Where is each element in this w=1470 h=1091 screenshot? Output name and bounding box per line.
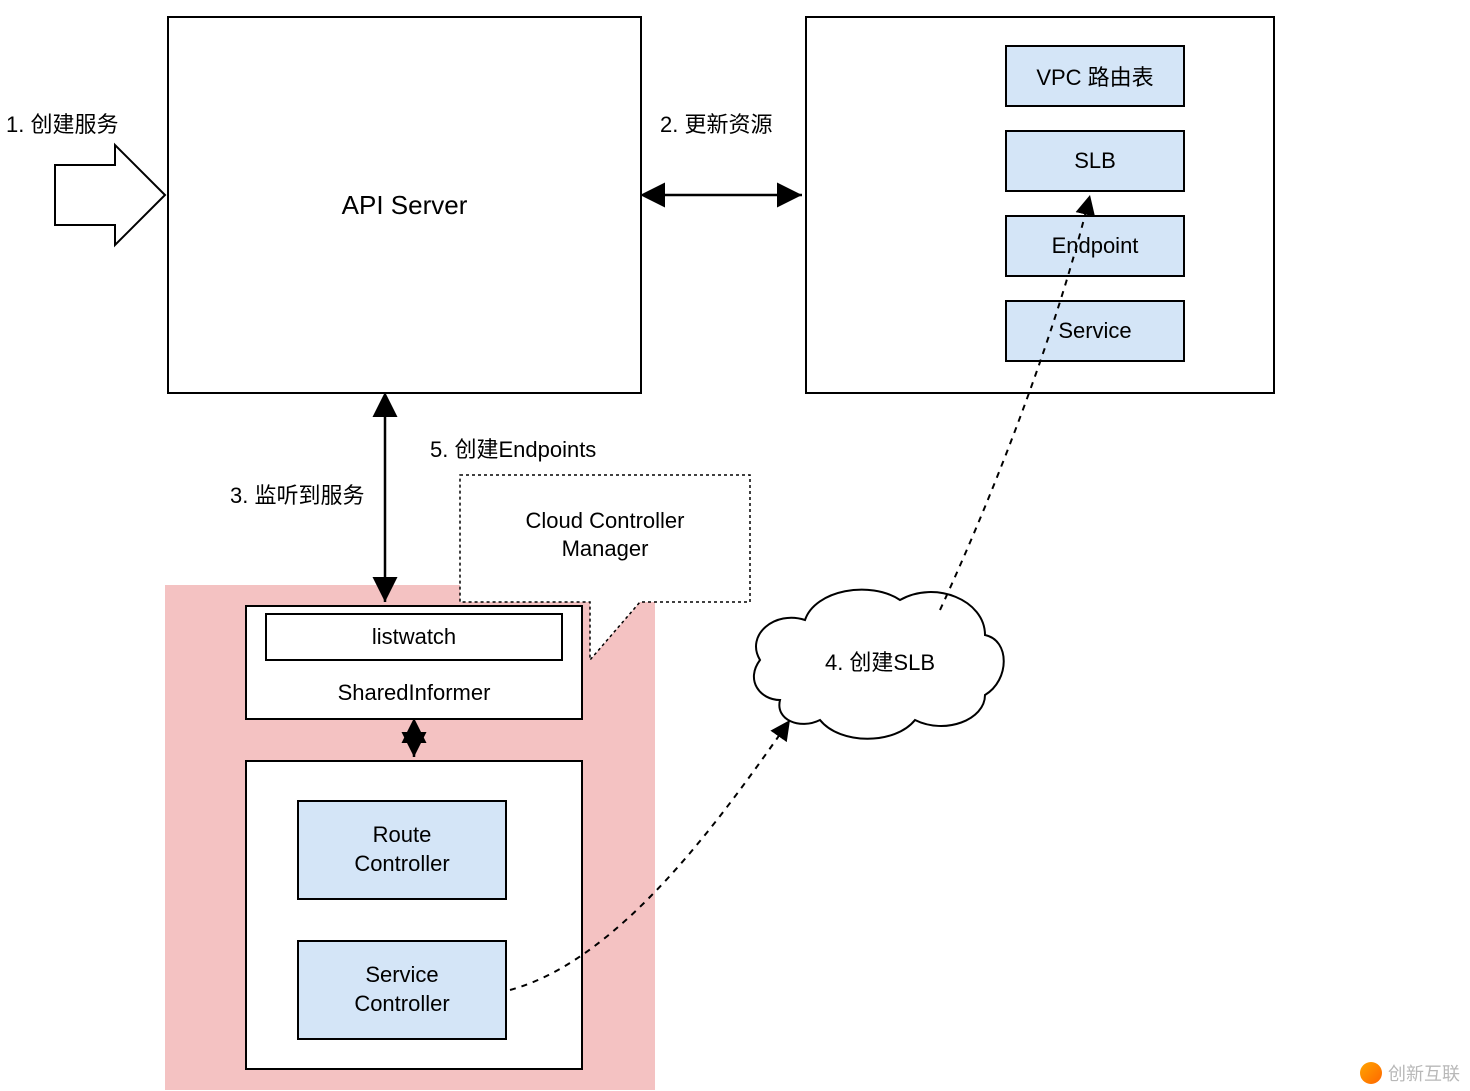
entry-arrow <box>55 145 165 245</box>
api-server-label: API Server <box>342 190 468 221</box>
resource-endpoint: Endpoint <box>1005 215 1185 277</box>
resource-vpc-label: VPC 路由表 <box>1036 60 1153 92</box>
route-controller-box: RouteController <box>297 800 507 900</box>
resource-service-label: Service <box>1058 318 1131 344</box>
resource-service: Service <box>1005 300 1185 362</box>
cloud-shape <box>754 590 1004 739</box>
listwatch-box: listwatch <box>265 613 563 661</box>
watermark: 创新互联 <box>1360 1060 1460 1086</box>
ccm-callout-text-line2: Manager <box>562 536 649 561</box>
step5-label: 5. 创建Endpoints <box>430 432 596 464</box>
resource-slb: SLB <box>1005 130 1185 192</box>
api-server-box: API Server <box>167 16 642 394</box>
watermark-text: 创新互联 <box>1388 1060 1460 1086</box>
route-controller-label: RouteController <box>354 821 449 878</box>
step1-label: 1. 创建服务 <box>6 107 118 139</box>
resource-vpc: VPC 路由表 <box>1005 45 1185 107</box>
watermark-icon <box>1360 1062 1382 1084</box>
listwatch-label: listwatch <box>372 624 456 650</box>
resource-endpoint-label: Endpoint <box>1052 233 1139 259</box>
service-controller-box: ServiceController <box>297 940 507 1040</box>
resource-slb-label: SLB <box>1074 148 1116 174</box>
service-controller-label: ServiceController <box>354 961 449 1018</box>
shared-informer-label: SharedInformer <box>338 680 491 706</box>
cloud-label: 4. 创建SLB <box>825 650 935 675</box>
ccm-callout-text-line1: Cloud Controller <box>526 508 685 533</box>
step2-label: 2. 更新资源 <box>660 107 772 139</box>
step3-label: 3. 监听到服务 <box>230 478 364 510</box>
